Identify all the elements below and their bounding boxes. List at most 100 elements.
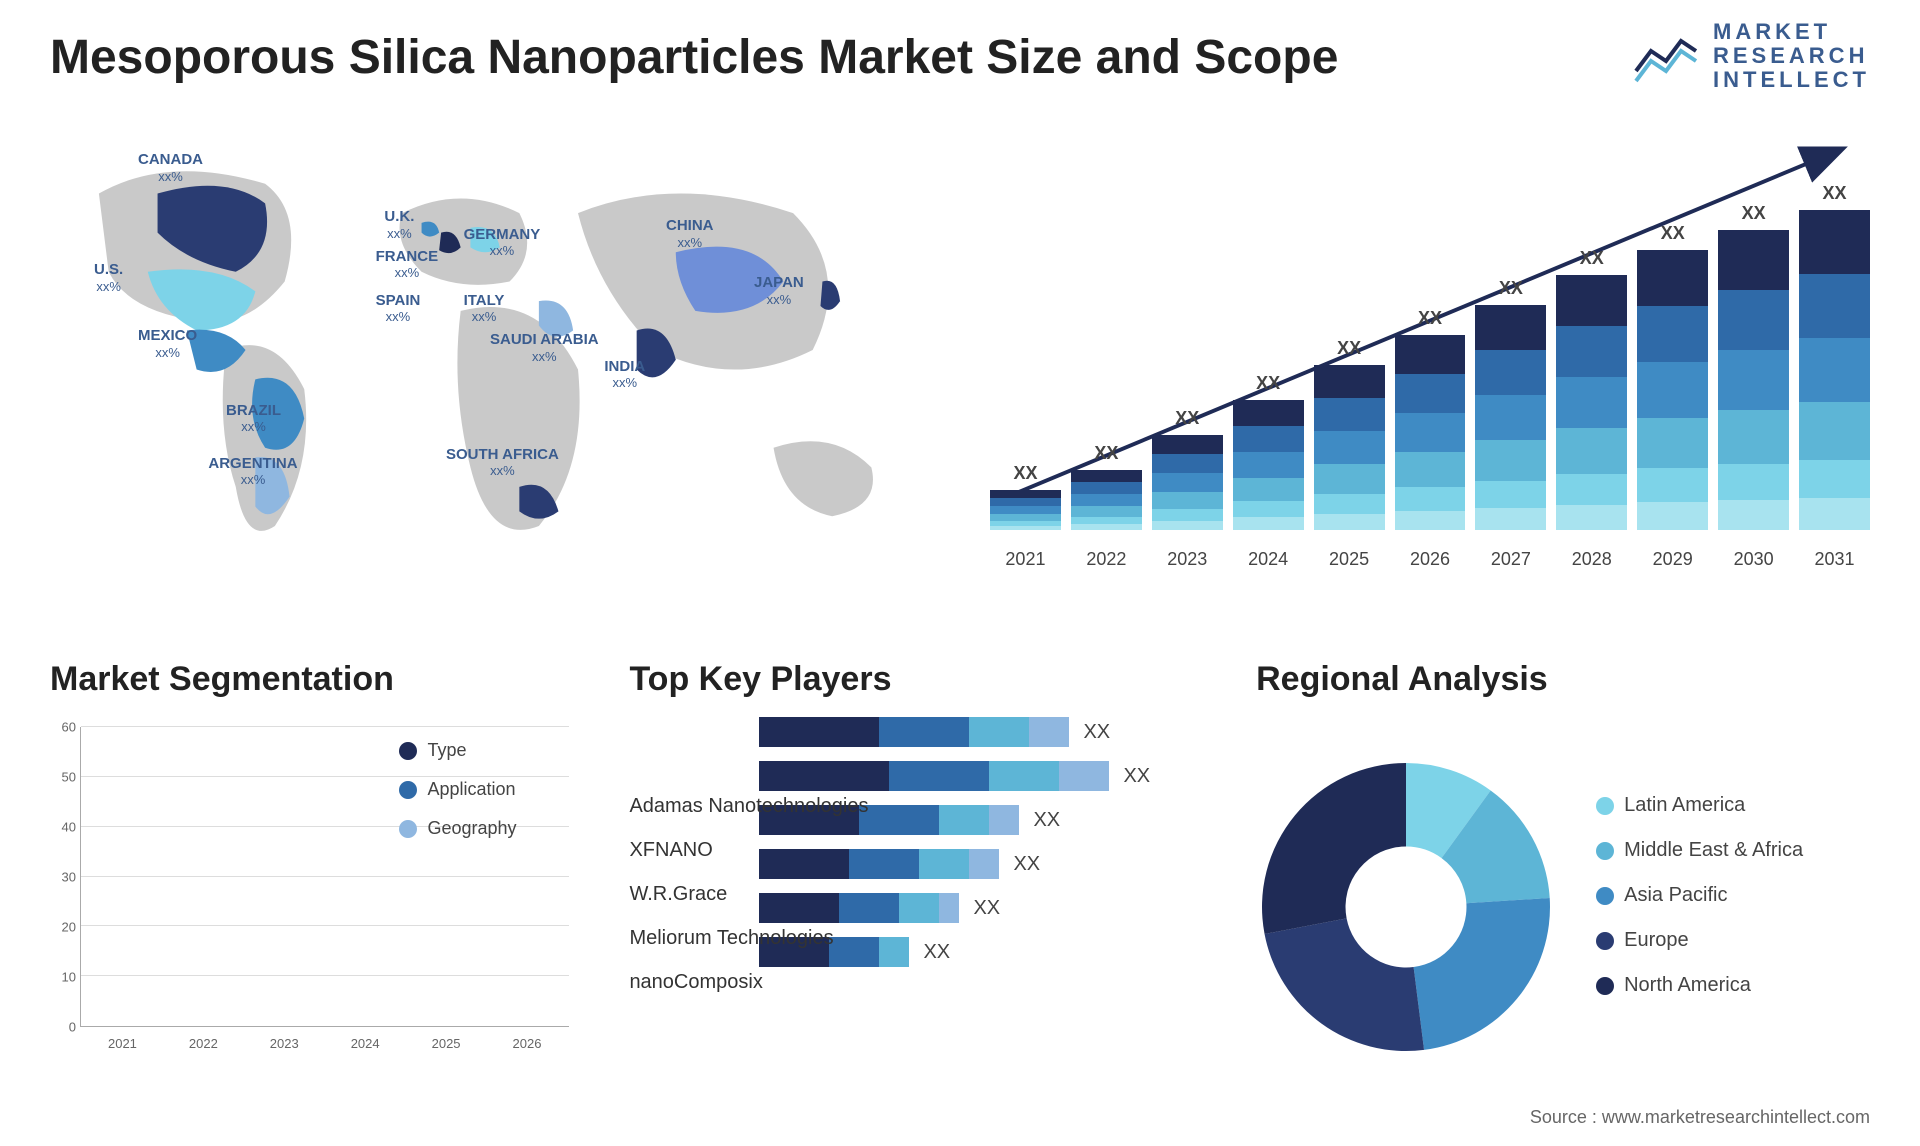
map-label-japan: JAPANxx% — [754, 275, 804, 308]
growth-x-label: 2027 — [1475, 549, 1546, 570]
logo-bars-icon — [1631, 26, 1701, 86]
regional-legend-item: Middle East & Africa — [1596, 839, 1803, 862]
seg-x-label: 2024 — [329, 1036, 402, 1051]
regional-legend-item: Asia Pacific — [1596, 884, 1803, 907]
seg-y-tick: 0 — [69, 1020, 76, 1035]
growth-bar-value: XX — [1175, 408, 1199, 429]
map-label-argentina: ARGENTINAxx% — [208, 456, 297, 489]
growth-bar-chart: XX XX XX XX XX XX XX XX XX XX XX 2021 2022 2023 2024 2… — [990, 130, 1870, 570]
regional-legend: Latin America Middle East & Africa Asia Pa… — [1596, 794, 1803, 1019]
seg-y-tick: 20 — [62, 920, 76, 935]
player-value: XX — [1123, 765, 1150, 788]
growth-bar-2031: XX — [1799, 183, 1870, 530]
player-value: XX — [973, 897, 1000, 920]
growth-bar-2028: XX — [1556, 248, 1627, 530]
growth-bar-2030: XX — [1718, 203, 1789, 530]
growth-bar-2026: XX — [1395, 308, 1466, 530]
growth-x-label: 2021 — [990, 549, 1061, 570]
player-label: W.R.Grace — [629, 883, 727, 906]
growth-x-label: 2022 — [1071, 549, 1142, 570]
regional-donut-chart — [1256, 757, 1556, 1057]
seg-y-tick: 40 — [62, 820, 76, 835]
player-label: Meliorum Technologies — [629, 927, 833, 950]
growth-x-label: 2026 — [1395, 549, 1466, 570]
regional-panel: Regional Analysis Latin America Middle Ea… — [1256, 660, 1870, 1086]
map-label-mexico: MEXICOxx% — [138, 328, 197, 361]
regional-legend-item: North America — [1596, 974, 1803, 997]
map-label-italy: ITALYxx% — [464, 293, 505, 326]
player-row: W.R.GraceXX — [629, 849, 1196, 879]
growth-bar-2025: XX — [1314, 338, 1385, 530]
growth-bar-value: XX — [1499, 278, 1523, 299]
player-label: XFNANO — [629, 839, 712, 862]
seg-x-label: 2026 — [491, 1036, 564, 1051]
growth-x-label: 2025 — [1314, 549, 1385, 570]
player-label: nanoComposix — [629, 971, 762, 994]
growth-bar-2021: XX — [990, 463, 1061, 530]
seg-y-tick: 50 — [62, 770, 76, 785]
map-label-south-africa: SOUTH AFRICAxx% — [446, 447, 559, 480]
growth-bar-2027: XX — [1475, 278, 1546, 530]
seg-y-tick: 30 — [62, 870, 76, 885]
growth-bar-2022: XX — [1071, 443, 1142, 530]
player-value: XX — [1083, 721, 1110, 744]
map-label-saudi-arabia: SAUDI ARABIAxx% — [490, 332, 599, 365]
map-label-brazil: BRAZILxx% — [226, 403, 281, 436]
growth-bar-2029: XX — [1637, 223, 1708, 530]
seg-y-tick: 10 — [62, 970, 76, 985]
seg-y-tick: 60 — [62, 720, 76, 735]
player-value: XX — [923, 941, 950, 964]
logo-line2: RESEARCH — [1713, 44, 1870, 68]
seg-x-label: 2021 — [86, 1036, 159, 1051]
growth-bar-2023: XX — [1152, 408, 1223, 530]
map-label-china: CHINAxx% — [666, 218, 714, 251]
growth-x-label: 2023 — [1152, 549, 1223, 570]
players-list: XXAdamas NanotechnologiesXXXFNANOXXW.R.G… — [629, 717, 1196, 967]
players-panel: Top Key Players XXAdamas Nanotechnologie… — [629, 660, 1196, 1086]
growth-bar-value: XX — [1337, 338, 1361, 359]
segmentation-legend: TypeApplicationGeography — [399, 740, 569, 857]
donut-slice-north-america — [1262, 763, 1406, 934]
donut-slice-asia-pacific — [1414, 897, 1550, 1049]
growth-bar-value: XX — [1661, 223, 1685, 244]
regional-legend-item: Europe — [1596, 929, 1803, 952]
growth-bar-value: XX — [1580, 248, 1604, 269]
growth-x-label: 2024 — [1233, 549, 1304, 570]
growth-bar-value: XX — [1256, 373, 1280, 394]
growth-bar-value: XX — [1418, 308, 1442, 329]
source-citation: Source : www.marketresearchintellect.com — [1530, 1107, 1870, 1128]
seg-legend-item: Application — [399, 779, 569, 800]
donut-slice-europe — [1265, 918, 1424, 1051]
logo-line1: MARKET — [1713, 20, 1870, 44]
player-value: XX — [1013, 853, 1040, 876]
growth-bar-value: XX — [1094, 443, 1118, 464]
growth-bar-value: XX — [1823, 183, 1847, 204]
seg-x-label: 2022 — [167, 1036, 240, 1051]
player-row: XX — [629, 717, 1196, 747]
player-row: Adamas NanotechnologiesXX — [629, 761, 1196, 791]
regional-title: Regional Analysis — [1256, 660, 1870, 699]
map-label-germany: GERMANYxx% — [464, 227, 541, 260]
brand-logo: MARKET RESEARCH INTELLECT — [1631, 20, 1870, 93]
map-label-u-s-: U.S.xx% — [94, 262, 123, 295]
growth-x-label: 2030 — [1718, 549, 1789, 570]
growth-bar-value: XX — [1013, 463, 1037, 484]
players-title: Top Key Players — [629, 660, 1196, 699]
player-label: Adamas Nanotechnologies — [629, 795, 868, 818]
logo-line3: INTELLECT — [1713, 68, 1870, 92]
segmentation-panel: Market Segmentation 0 10 20 30 40 50 60 2021 20… — [50, 660, 569, 1086]
map-label-france: FRANCExx% — [376, 249, 439, 282]
world-map: CANADAxx% U.S.xx% MEXICOxx% BRAZILxx% ARGENT… — [50, 130, 930, 570]
map-label-u-k-: U.K.xx% — [384, 209, 414, 242]
regional-legend-item: Latin America — [1596, 794, 1803, 817]
growth-x-label: 2031 — [1799, 549, 1870, 570]
seg-legend-item: Geography — [399, 818, 569, 839]
page-title: Mesoporous Silica Nanoparticles Market S… — [50, 30, 1338, 85]
map-label-canada: CANADAxx% — [138, 152, 203, 185]
seg-x-label: 2023 — [248, 1036, 321, 1051]
seg-x-label: 2025 — [410, 1036, 483, 1051]
growth-bar-value: XX — [1742, 203, 1766, 224]
segmentation-title: Market Segmentation — [50, 660, 569, 699]
growth-x-label: 2029 — [1637, 549, 1708, 570]
map-label-india: INDIAxx% — [604, 359, 645, 392]
